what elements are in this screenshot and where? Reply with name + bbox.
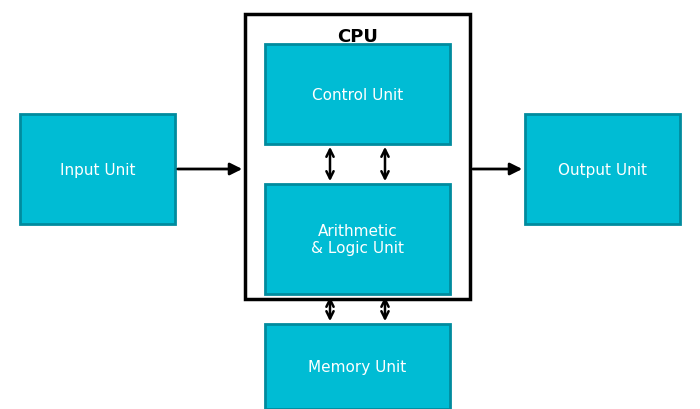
Bar [265,184,450,294]
Text: CPU: CPU [337,28,378,46]
Text: Control Unit: Control Unit [312,87,403,102]
Text: Output Unit: Output Unit [558,162,647,177]
Bar [265,324,450,409]
Bar [245,15,470,299]
Text: Input Unit: Input Unit [60,162,135,177]
Text: Memory Unit: Memory Unit [309,359,407,374]
Text: Arithmetic
& Logic Unit: Arithmetic & Logic Unit [311,223,404,256]
Bar [525,115,680,225]
Bar [265,45,450,145]
Bar [20,115,175,225]
